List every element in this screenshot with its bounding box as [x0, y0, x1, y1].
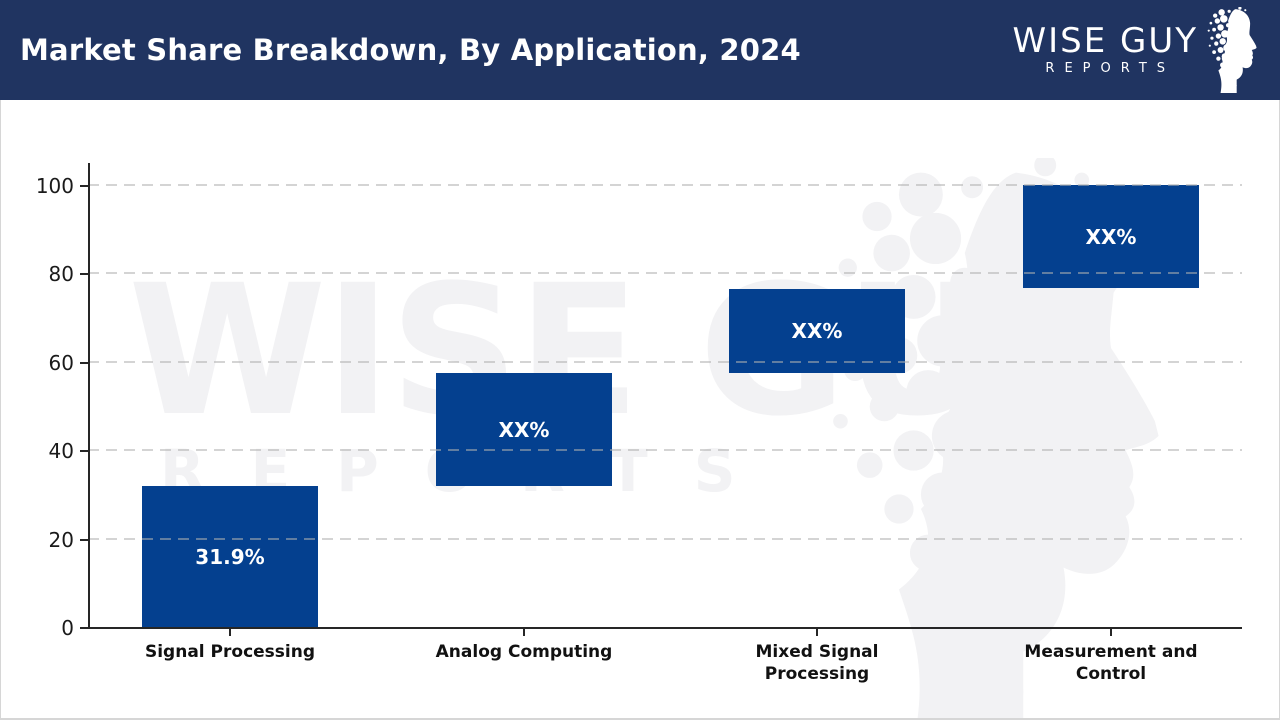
page-border-left [0, 100, 1, 720]
header-bar: Market Share Breakdown, By Application, … [0, 0, 1280, 100]
y-axis-tick [80, 185, 88, 188]
y-axis-tick-label: 0 [61, 616, 74, 640]
x-axis-tick [229, 629, 231, 636]
bar-value-label: XX% [1085, 224, 1137, 249]
y-axis-tick-label: 60 [48, 350, 74, 375]
brand-name: WISE GUY [1012, 20, 1198, 61]
waterfall-bar-segment [142, 486, 318, 627]
y-axis-tick-label: 20 [48, 527, 74, 552]
brand-logo-text: WISE GUY REPORTS [1012, 20, 1198, 77]
y-gridline [88, 449, 1242, 452]
x-category-label: Mixed Signal Processing [755, 642, 879, 685]
y-axis-tick [80, 450, 88, 453]
x-axis-tick [816, 629, 818, 636]
y-gridline [88, 360, 1242, 363]
x-category-label: Signal Processing [144, 642, 316, 662]
brand-head-icon [1202, 7, 1266, 93]
y-axis-tick [80, 273, 88, 276]
x-axis-tick [1110, 629, 1112, 636]
y-axis-line [88, 163, 90, 629]
x-axis-tick [523, 629, 525, 636]
page-border-bottom [0, 718, 1280, 720]
x-axis-line [88, 627, 1242, 629]
y-axis-tick-label: 100 [35, 174, 74, 199]
x-category-label: Measurement and Control [1024, 642, 1198, 685]
x-category-label: Analog Computing [435, 642, 613, 662]
y-axis-tick [80, 538, 88, 541]
brand-subname: REPORTS [1045, 61, 1176, 77]
bar-value-label: XX% [791, 318, 843, 343]
waterfall-bar-segment [436, 373, 612, 487]
y-axis-tick-label: 80 [48, 262, 74, 287]
chart-title: Market Share Breakdown, By Application, … [20, 33, 801, 67]
y-axis-tick-label: 40 [48, 439, 74, 464]
bar-value-label: 31.9% [195, 544, 265, 569]
brand-logo: WISE GUY REPORTS [1012, 7, 1266, 93]
waterfall-bar-segment [1023, 185, 1199, 289]
y-axis-tick [80, 627, 88, 629]
bar-value-label: XX% [498, 417, 550, 442]
y-axis-tick [80, 361, 88, 364]
waterfall-bar-segment [729, 288, 905, 374]
